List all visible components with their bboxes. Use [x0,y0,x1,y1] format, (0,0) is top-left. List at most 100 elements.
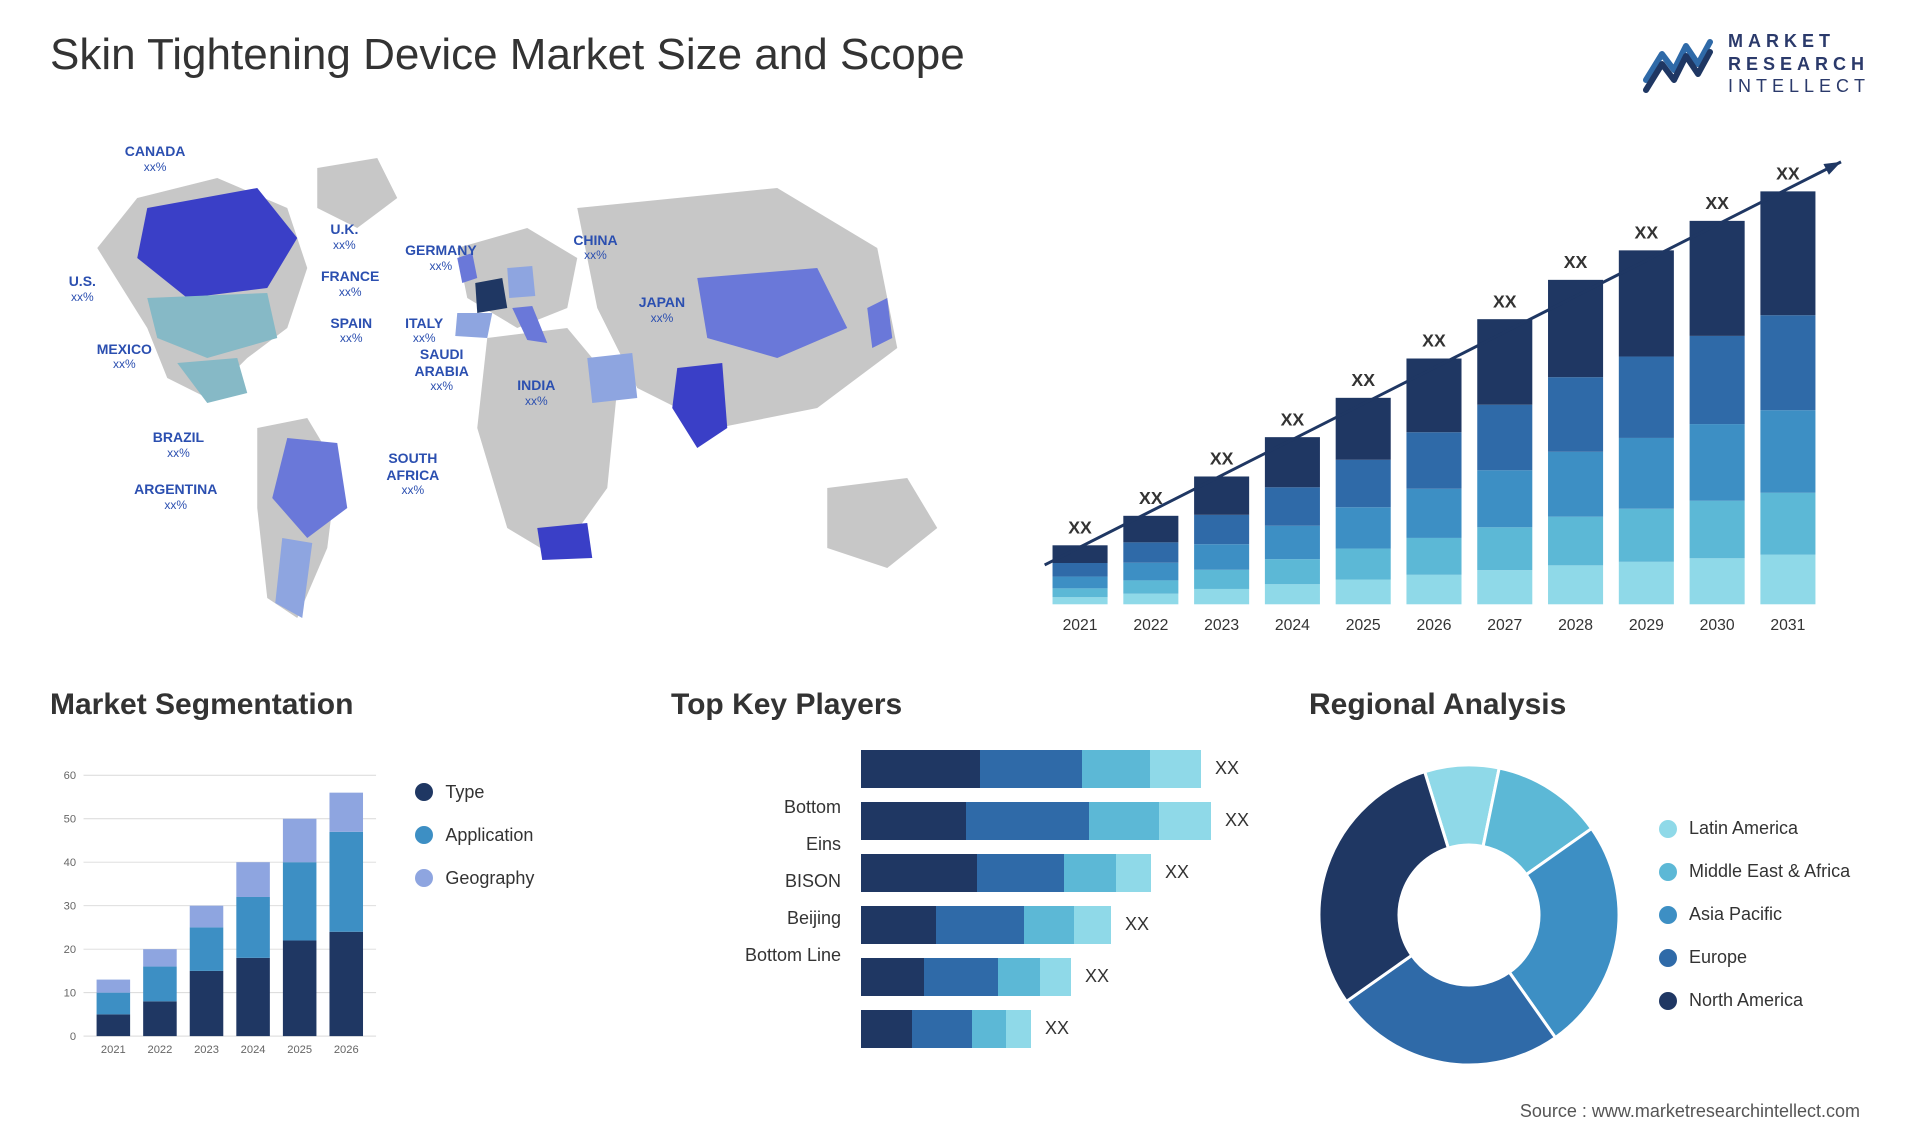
player-bar-segment [924,958,998,996]
map-label: U.S.xx% [69,273,96,304]
world-map-panel: CANADAxx%U.S.xx%MEXICOxx%BRAZILxx%ARGENT… [50,128,985,648]
player-bar-segment [966,802,1089,840]
player-value: XX [1125,914,1149,935]
legend-item: Type [415,782,611,803]
svg-text:XX: XX [1776,163,1800,183]
legend-item: North America [1659,990,1870,1011]
legend-item: Geography [415,868,611,889]
player-bar-segment [861,906,936,944]
svg-text:XX: XX [1563,252,1587,272]
map-label: SAUDIARABIAxx% [414,346,468,394]
legend-item: Application [415,825,611,846]
legend-swatch [415,783,433,801]
players-title: Top Key Players [671,688,1249,722]
svg-text:2023: 2023 [194,1043,219,1055]
svg-text:40: 40 [64,856,76,868]
svg-text:2021: 2021 [1062,616,1097,633]
legend-swatch [1659,863,1677,881]
svg-text:XX: XX [1351,370,1375,390]
svg-text:XX: XX [1422,330,1446,350]
player-bar-row: XX [861,802,1249,840]
player-bar [861,958,1071,996]
player-bar-segment [936,906,1024,944]
svg-text:2031: 2031 [1770,616,1805,633]
svg-text:2021: 2021 [101,1043,126,1055]
player-bar-segment [912,1010,972,1048]
logo-text: MARKET RESEARCH INTELLECT [1728,30,1870,98]
map-label: JAPANxx% [639,294,685,325]
player-value: XX [1045,1018,1069,1039]
growth-chart-panel: XX2021XX2022XX2023XX2024XX2025XX2026XX20… [1025,128,1871,648]
player-bar [861,854,1151,892]
player-value: XX [1225,810,1249,831]
bottom-row: Market Segmentation 01020304050602021202… [50,688,1870,1088]
svg-text:2023: 2023 [1204,616,1239,633]
legend-label: Application [445,825,533,846]
svg-text:60: 60 [64,769,76,781]
svg-text:XX: XX [1492,291,1516,311]
legend-label: Middle East & Africa [1689,861,1850,882]
player-bar-segment [1006,1010,1032,1048]
player-bar-segment [861,750,980,788]
svg-text:2027: 2027 [1487,616,1522,633]
player-bar-segment [1064,854,1116,892]
logo-icon [1642,34,1714,94]
player-label: Eins [671,834,841,855]
player-bar [861,802,1211,840]
players-bars: XXXXXXXXXXXX [861,742,1249,1088]
player-bar-segment [1089,802,1159,840]
svg-text:20: 20 [64,943,76,955]
svg-text:2025: 2025 [1345,616,1380,633]
player-label: BISON [671,871,841,892]
player-label: Bottom [671,797,841,818]
page-title: Skin Tightening Device Market Size and S… [50,30,965,80]
svg-text:2026: 2026 [334,1043,359,1055]
regional-legend: Latin AmericaMiddle East & AfricaAsia Pa… [1659,818,1870,1011]
players-panel: Top Key Players BottomEinsBISONBeijingBo… [671,688,1249,1088]
legend-item: Europe [1659,947,1870,968]
segmentation-chart-wrap: 0102030405060202120222023202420252026 [50,742,385,1088]
segmentation-body: 0102030405060202120222023202420252026 Ty… [50,742,611,1088]
source-attribution: Source : www.marketresearchintellect.com [1520,1101,1860,1122]
regional-donut [1309,755,1629,1075]
brand-logo: MARKET RESEARCH INTELLECT [1642,30,1870,98]
map-label: CHINAxx% [573,232,617,263]
svg-text:XX: XX [1068,517,1092,537]
top-row: CANADAxx%U.S.xx%MEXICOxx%BRAZILxx%ARGENT… [50,128,1870,648]
player-bar-segment [861,1010,912,1048]
legend-swatch [415,826,433,844]
svg-text:XX: XX [1280,409,1304,429]
map-label: INDIAxx% [517,377,555,408]
header: Skin Tightening Device Market Size and S… [50,30,1870,98]
svg-text:2022: 2022 [1133,616,1168,633]
map-label: U.K.xx% [330,221,358,252]
player-label: Bottom Line [671,945,841,966]
map-label: MEXICOxx% [97,341,152,372]
legend-swatch [1659,992,1677,1010]
legend-label: Geography [445,868,534,889]
player-bar [861,1010,1031,1048]
player-bar-row: XX [861,1010,1249,1048]
player-bar-segment [1040,958,1072,996]
player-bar-segment [1024,906,1074,944]
svg-text:2024: 2024 [1274,616,1309,633]
map-label: FRANCExx% [321,268,379,299]
player-bar-segment [1150,750,1201,788]
player-bar-row: XX [861,958,1249,996]
svg-text:50: 50 [64,813,76,825]
player-bar-row: XX [861,854,1249,892]
player-bar-segment [1082,750,1150,788]
player-bar-segment [1074,906,1112,944]
svg-text:XX: XX [1209,448,1233,468]
segmentation-panel: Market Segmentation 01020304050602021202… [50,688,611,1088]
legend-label: Europe [1689,947,1747,968]
legend-swatch [1659,906,1677,924]
regional-body: Latin AmericaMiddle East & AfricaAsia Pa… [1309,742,1870,1088]
player-bar-segment [861,854,977,892]
player-bar-segment [1159,802,1212,840]
growth-bar-chart: XX2021XX2022XX2023XX2024XX2025XX2026XX20… [1025,128,1871,648]
svg-text:30: 30 [64,900,76,912]
legend-swatch [1659,949,1677,967]
player-bar [861,906,1111,944]
segmentation-chart: 0102030405060202120222023202420252026 [50,742,385,1088]
